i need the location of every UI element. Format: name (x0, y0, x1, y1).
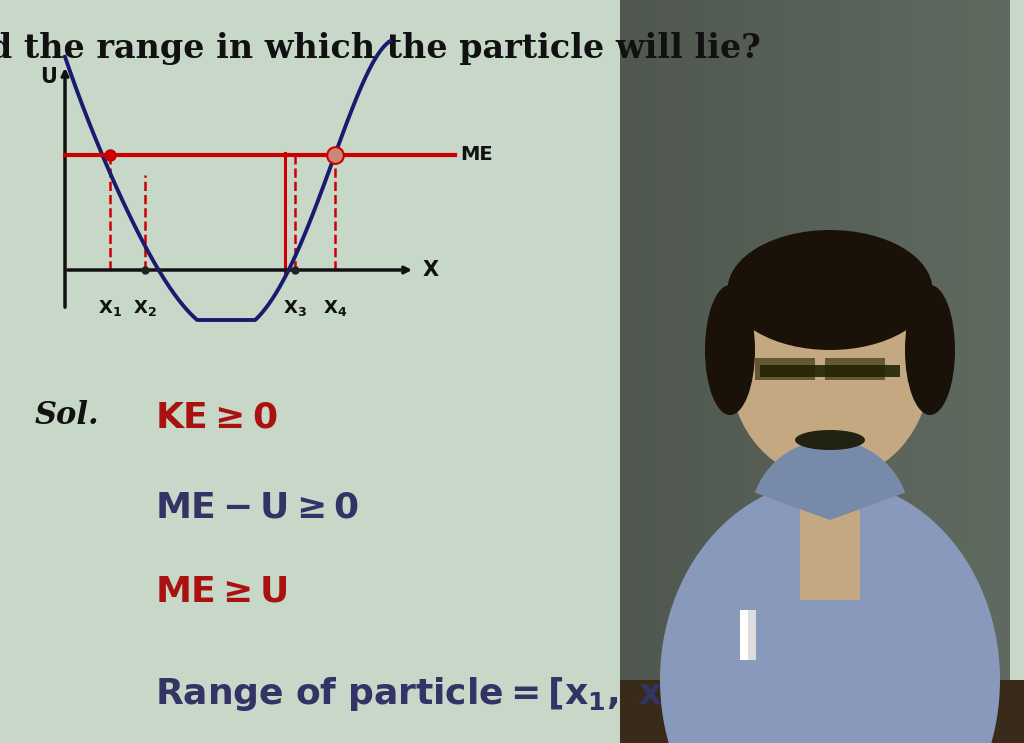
Bar (997, 0, 1010, 743)
Bar (932, 0, 945, 743)
Bar (672, 0, 685, 743)
Bar (893, 0, 906, 743)
Bar (755, 358, 815, 380)
Ellipse shape (905, 285, 955, 415)
Text: $\mathbf{KE \geq 0}$: $\mathbf{KE \geq 0}$ (155, 400, 278, 434)
Text: $\mathbf{X_4}$: $\mathbf{X_4}$ (323, 298, 347, 318)
Bar (906, 0, 919, 743)
Bar (841, 0, 854, 743)
Bar (828, 0, 841, 743)
Text: $\mathbf{X_3}$: $\mathbf{X_3}$ (283, 298, 307, 318)
Bar (748, 610, 756, 660)
Bar (825, 358, 885, 380)
Bar (971, 0, 984, 743)
Bar (659, 0, 672, 743)
Ellipse shape (660, 480, 1000, 743)
Text: $\mathbf{Range\ of\ particle = [x_1,\ x_4]}$: $\mathbf{Range\ of\ particle = [x_1,\ x_… (155, 675, 696, 713)
Bar (945, 0, 958, 743)
Bar (698, 0, 711, 743)
Text: U: U (40, 67, 57, 87)
Bar (760, 365, 900, 377)
Ellipse shape (730, 260, 930, 480)
Ellipse shape (705, 285, 755, 415)
Bar (790, 0, 802, 743)
Text: $\mathbf{X_1}$: $\mathbf{X_1}$ (98, 298, 122, 318)
Bar (815, 0, 828, 743)
Ellipse shape (795, 430, 865, 450)
Bar (633, 0, 646, 743)
Bar (958, 0, 971, 743)
Bar (750, 0, 763, 743)
Wedge shape (755, 440, 905, 520)
Text: $\mathbf{ME - U \geq 0}$: $\mathbf{ME - U \geq 0}$ (155, 490, 359, 524)
Bar (620, 0, 633, 743)
Ellipse shape (921, 370, 945, 410)
Bar (740, 610, 748, 660)
Bar (620, 680, 1024, 743)
Bar (854, 0, 867, 743)
Text: $\mathbf{X_2}$: $\mathbf{X_2}$ (133, 298, 157, 318)
Text: X: X (423, 260, 439, 280)
Text: $\mathbf{ME \geq U}$: $\mathbf{ME \geq U}$ (155, 575, 288, 609)
Text: Q)  Find the range in which the particle will lie?: Q) Find the range in which the particle … (0, 32, 761, 65)
Bar (685, 0, 698, 743)
Bar (880, 0, 893, 743)
Bar (646, 0, 659, 743)
Ellipse shape (727, 230, 933, 350)
Bar (800, 480, 860, 600)
Bar (984, 0, 997, 743)
Bar (737, 0, 750, 743)
Text: Sol.: Sol. (35, 400, 99, 431)
Bar (802, 0, 815, 743)
Text: ME: ME (460, 146, 493, 164)
Bar (711, 0, 724, 743)
Bar (867, 0, 880, 743)
Bar (724, 0, 737, 743)
Bar (763, 0, 776, 743)
Ellipse shape (718, 370, 742, 410)
Bar (776, 0, 790, 743)
Bar (919, 0, 932, 743)
